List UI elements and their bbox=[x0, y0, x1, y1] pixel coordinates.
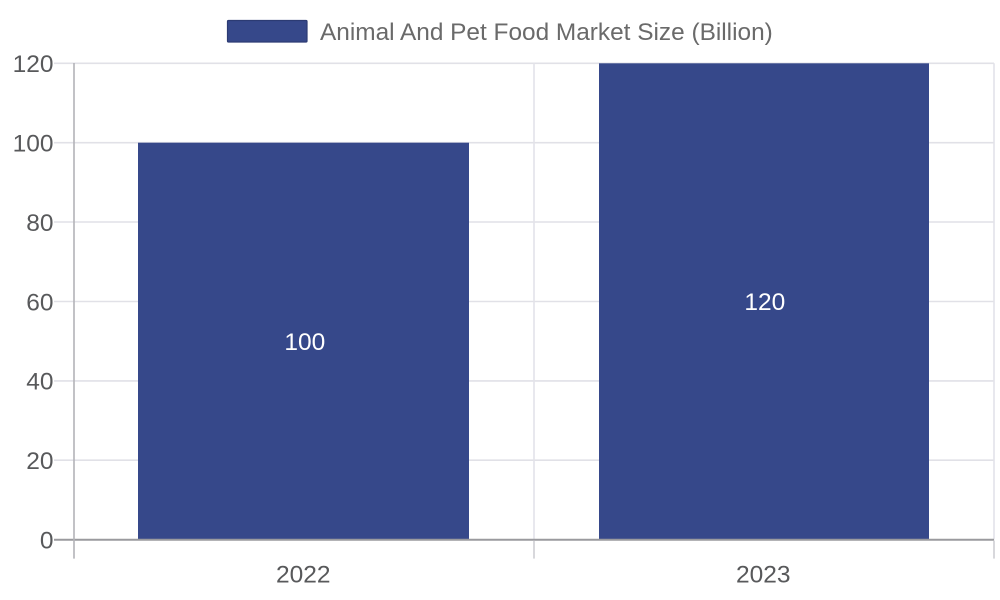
svg-text:120: 120 bbox=[13, 51, 54, 78]
svg-text:2022: 2022 bbox=[276, 561, 331, 588]
svg-text:Animal And Pet Food Market Siz: Animal And Pet Food Market Size (Billion… bbox=[320, 19, 773, 46]
svg-text:100: 100 bbox=[13, 131, 54, 158]
svg-text:40: 40 bbox=[26, 369, 53, 396]
svg-text:80: 80 bbox=[26, 210, 53, 237]
svg-text:60: 60 bbox=[26, 289, 53, 316]
svg-text:100: 100 bbox=[284, 329, 325, 356]
svg-text:20: 20 bbox=[26, 448, 53, 475]
svg-text:120: 120 bbox=[744, 289, 785, 316]
svg-text:0: 0 bbox=[40, 527, 54, 554]
svg-text:2023: 2023 bbox=[736, 561, 791, 588]
